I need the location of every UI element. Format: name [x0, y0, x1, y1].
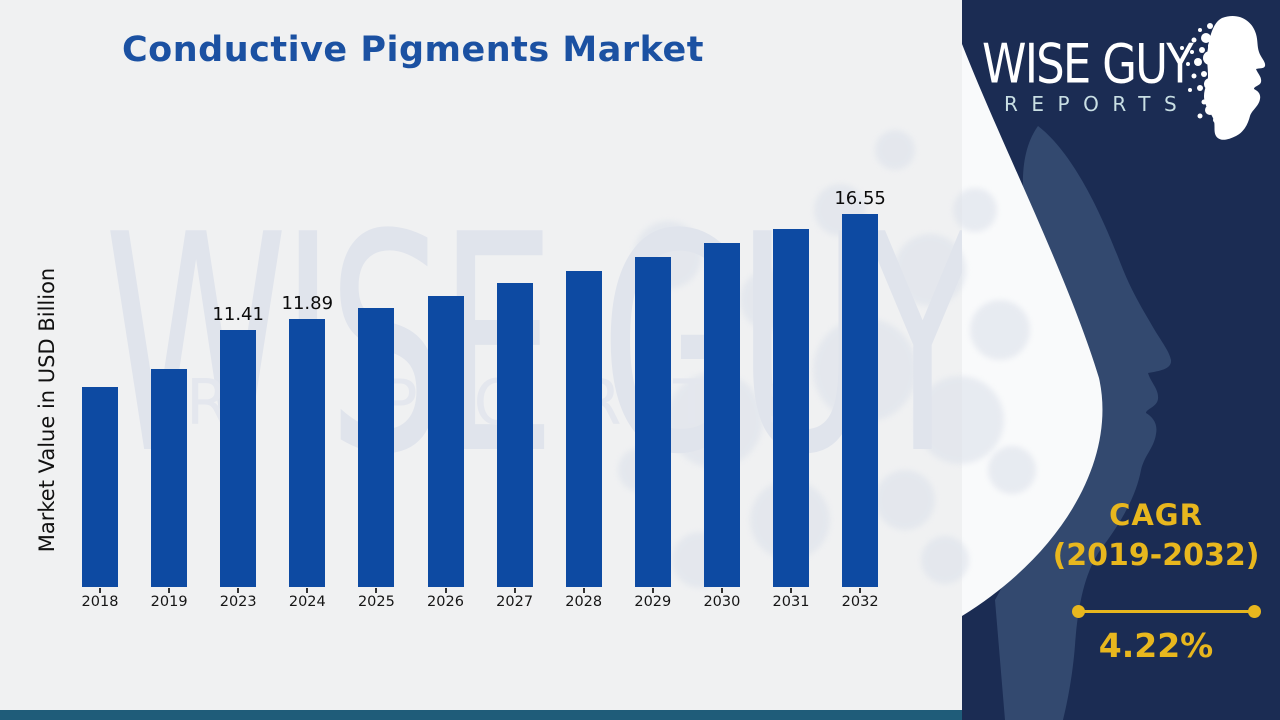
x-axis-tick [237, 588, 240, 593]
x-axis-tick [582, 588, 585, 593]
x-axis-tick [720, 588, 723, 593]
bar-2028 [565, 271, 602, 587]
page-title: Conductive Pigments Market [122, 30, 704, 70]
bar-value-label-2032: 16.55 [834, 188, 886, 209]
bar-2031 [773, 229, 809, 587]
bar-2029 [634, 257, 671, 587]
bar-value-label-2024: 11.89 [281, 293, 334, 314]
cagr-divider-line [1078, 610, 1254, 613]
x-axis-tick-label-2031: 2031 [772, 594, 810, 610]
x-axis-tick-label-2032: 2032 [841, 594, 879, 610]
cagr-value: 4.22% [1098, 626, 1214, 665]
x-axis-tick [99, 588, 101, 593]
bar-2024 [289, 319, 326, 587]
x-axis-tick [375, 588, 378, 593]
cagr-range: (2019-2032) [1052, 538, 1260, 573]
x-axis-tick-label-2018: 2018 [81, 594, 119, 610]
x-axis-tick-label-2023: 2023 [219, 594, 257, 610]
cagr-line-right-dot [1248, 605, 1261, 618]
footer-accent-bar [0, 710, 962, 720]
bar-2023 [220, 330, 257, 587]
chart-area: WISE GUY REPORTS Conductive Pigments Mar… [35, 30, 886, 610]
bar-2018 [82, 387, 118, 587]
x-axis-tick-label-2030: 2030 [703, 594, 741, 610]
x-axis-tick-label-2025: 2025 [357, 594, 395, 610]
x-axis-tick [513, 588, 516, 593]
bar-2019 [151, 369, 188, 587]
x-axis-tick [790, 588, 792, 593]
x-axis-tick-label-2027: 2027 [496, 594, 534, 610]
brand-logo: WISE GUY REPORTS [962, 0, 1280, 170]
x-axis-tick-label-2024: 2024 [288, 594, 326, 610]
x-axis-tick-label-2028: 2028 [565, 594, 603, 610]
brand-logo-subtitle: REPORTS [1004, 92, 1191, 116]
x-axis-tick [306, 588, 309, 593]
bar-2026 [427, 296, 464, 587]
bar-2032 [842, 214, 879, 587]
cagr-label: CAGR [1109, 498, 1203, 532]
x-axis-tick [168, 588, 171, 593]
bar-plot: 2018 2019 11.41 2023 11.89 2024 2025 2026 2027 20… [81, 188, 886, 610]
x-axis-tick [859, 588, 862, 593]
bar-2030 [703, 243, 740, 587]
cagr-block: CAGR (2019-2032) 4.22% [1040, 498, 1272, 678]
bar-value-label-2023: 11.41 [212, 304, 264, 325]
x-axis-tick-label-2019: 2019 [150, 594, 188, 610]
bar-2025 [358, 308, 395, 587]
dotted-face-profile-icon [1180, 15, 1266, 140]
x-axis-tick-label-2029: 2029 [634, 594, 672, 610]
bar-2027 [496, 283, 533, 587]
x-axis-tick-label-2026: 2026 [427, 594, 464, 610]
brand-logo-wordmark: WISE GUY [982, 32, 1194, 96]
x-axis-tick [444, 588, 447, 593]
x-axis-tick [651, 588, 654, 593]
